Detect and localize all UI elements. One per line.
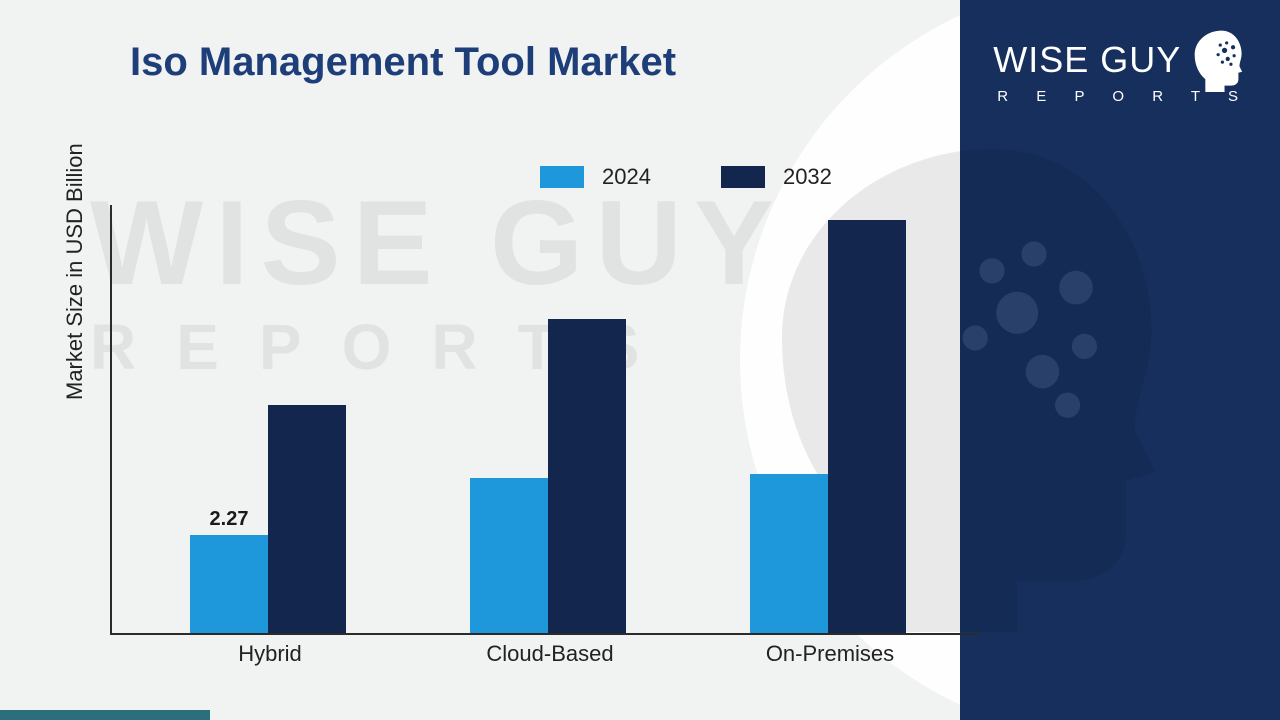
bar-2024 [750, 474, 828, 633]
chart-title: Iso Management Tool Market [130, 40, 676, 85]
bar-2032 [828, 220, 906, 633]
bottom-accent-strip [0, 710, 210, 720]
legend: 2024 2032 [540, 164, 832, 190]
y-axis-line [110, 205, 112, 635]
bar-2032 [268, 405, 346, 633]
legend-label-2032: 2032 [783, 164, 832, 190]
bar-value-label: 2.27 [190, 508, 268, 531]
x-axis-line [110, 633, 980, 635]
bar-2024 [470, 478, 548, 633]
right-brand-band [960, 0, 1280, 720]
brand-logo: WISE GUY R E P O R T S [993, 28, 1250, 105]
category-label: On-Premises [730, 641, 930, 667]
brand-head-icon [1187, 28, 1245, 92]
brand-logo-main: WISE GUY [993, 28, 1250, 92]
y-axis-label: Market Size in USD Billion [62, 143, 88, 400]
legend-swatch-2024 [540, 166, 584, 188]
brand-name: WISE GUY [993, 39, 1181, 81]
legend-label-2024: 2024 [602, 164, 651, 190]
bar-2024 [190, 535, 268, 633]
legend-item-2024: 2024 [540, 164, 651, 190]
bar-2032 [548, 319, 626, 633]
bar-chart: 2.27HybridCloud-BasedOn-Premises [110, 205, 980, 635]
category-label: Hybrid [170, 641, 370, 667]
legend-item-2032: 2032 [721, 164, 832, 190]
category-label: Cloud-Based [450, 641, 650, 667]
brand-sub: R E P O R T S [997, 88, 1250, 105]
chart-infographic: WISE GUY REPORTS Iso Management Tool Mar… [0, 0, 1280, 720]
legend-swatch-2032 [721, 166, 765, 188]
